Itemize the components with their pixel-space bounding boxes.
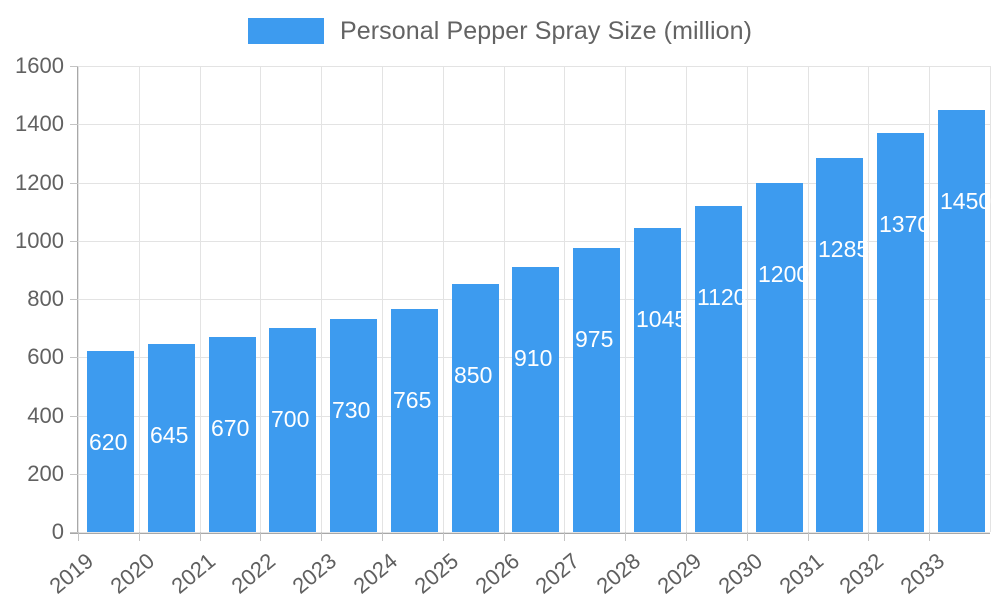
gridline-vertical (808, 66, 809, 532)
gridline-vertical (504, 66, 505, 532)
x-tick-mark (929, 532, 930, 541)
x-tick-mark (139, 532, 140, 541)
gridline-horizontal (78, 182, 990, 184)
x-tick-label: 2024 (348, 548, 403, 599)
gridline-vertical (139, 66, 140, 532)
gridline-horizontal (78, 240, 990, 242)
x-tick-mark (747, 532, 748, 541)
y-tick-label: 800 (27, 286, 64, 311)
x-tick-mark (564, 532, 565, 541)
gridline-vertical (990, 66, 991, 532)
y-tick-mark (70, 66, 78, 67)
gridline-vertical (686, 66, 687, 532)
x-tick-label: 2022 (226, 548, 281, 599)
gridline-vertical (382, 66, 383, 532)
legend-color-swatch (247, 18, 324, 44)
y-tick-label: 200 (27, 460, 64, 486)
y-tick-mark (70, 473, 78, 475)
x-tick-mark (868, 532, 869, 541)
gridline-horizontal (78, 124, 990, 126)
y-tick-label: 1000 (15, 227, 64, 253)
y-tick-label: 1200 (15, 169, 64, 195)
x-tick-label: 2032 (834, 548, 889, 599)
gridline-vertical (747, 66, 748, 532)
x-axis-line (70, 532, 990, 534)
gridline-vertical (200, 66, 201, 532)
x-tick-label: 2033 (895, 548, 950, 599)
y-tick-label: 0 (51, 519, 64, 544)
gridline-vertical (625, 66, 626, 532)
bar[interactable] (452, 284, 499, 532)
x-tick-mark (686, 532, 687, 541)
x-tick-label: 2030 (713, 548, 768, 599)
gridline-horizontal (78, 66, 990, 67)
x-tick-mark (78, 532, 79, 541)
gridline-horizontal (78, 532, 990, 533)
x-tick-mark (321, 532, 322, 541)
y-tick-mark (70, 124, 78, 126)
x-tick-label: 2029 (652, 548, 707, 599)
gridline-vertical (443, 66, 444, 532)
gridline-vertical (260, 66, 261, 532)
y-tick-mark (70, 532, 78, 533)
y-tick-label: 400 (27, 402, 64, 428)
y-tick-mark (70, 182, 78, 184)
gridline-vertical (321, 66, 322, 532)
x-tick-label: 2023 (287, 548, 342, 599)
legend-item-personal-pepper-spray-size[interactable]: Personal Pepper Spray Size (million) (247, 16, 753, 46)
x-tick-mark (260, 532, 261, 541)
bar[interactable] (573, 248, 620, 532)
y-tick-mark (70, 415, 78, 417)
x-tick-label: 2028 (591, 548, 646, 599)
x-tick-mark (808, 532, 809, 541)
bar[interactable] (391, 309, 438, 532)
x-tick-mark (443, 532, 444, 541)
y-tick-label: 600 (27, 344, 64, 370)
x-tick-label: 2027 (530, 548, 585, 599)
x-tick-label: 2025 (409, 548, 464, 599)
x-tick-mark (625, 532, 626, 541)
bar[interactable] (330, 319, 377, 532)
x-tick-label: 2026 (470, 548, 525, 599)
y-tick-mark (70, 357, 78, 359)
bar[interactable] (695, 205, 742, 532)
gridline-vertical (868, 66, 869, 532)
bar[interactable] (148, 344, 195, 532)
x-tick-mark (382, 532, 383, 541)
y-tick-label: 1600 (15, 53, 64, 78)
gridline-vertical (564, 66, 565, 532)
bar[interactable] (269, 328, 316, 532)
x-tick-label: 2031 (774, 548, 829, 599)
gridline-vertical (929, 66, 930, 532)
x-tick-label: 2021 (166, 548, 221, 599)
chart-legend: Personal Pepper Spray Size (million) (0, 8, 1000, 54)
bar[interactable] (938, 109, 985, 532)
bar[interactable] (87, 351, 134, 532)
x-tick-label: 2019 (44, 548, 99, 599)
x-tick-mark (200, 532, 201, 541)
bar[interactable] (816, 157, 863, 532)
bar[interactable] (756, 182, 803, 532)
y-tick-mark (70, 299, 78, 300)
bar[interactable] (512, 266, 559, 532)
x-tick-label: 2020 (105, 548, 160, 599)
plot-area: 0 200 400 600 800 1000 1200 1400 1600 620 645 670 7… (15, 53, 991, 599)
x-tick-mark (504, 532, 505, 541)
y-tick-label: 1400 (15, 111, 64, 137)
bar[interactable] (634, 227, 681, 532)
y-tick-mark (70, 240, 78, 242)
bar[interactable] (209, 336, 256, 532)
bar[interactable] (877, 133, 924, 532)
gridline-vertical (78, 66, 79, 532)
legend-label: Personal Pepper Spray Size (million) (339, 16, 753, 45)
